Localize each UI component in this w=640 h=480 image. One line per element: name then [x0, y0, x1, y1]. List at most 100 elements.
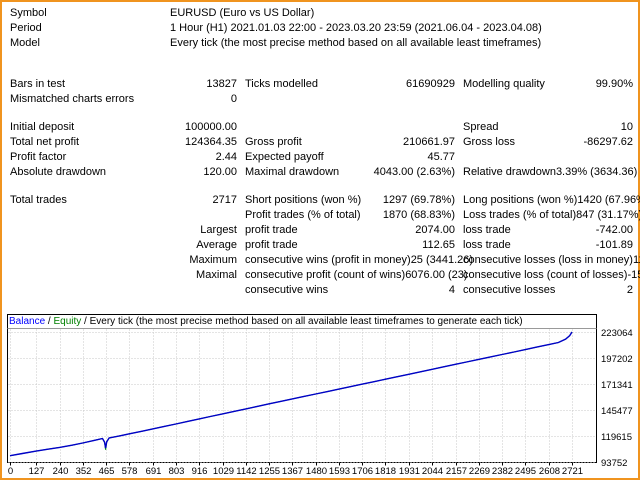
stat-value: 2717	[212, 194, 237, 206]
stat-label: consecutive losses	[463, 284, 556, 296]
stat-value: 1 Hour (H1) 2021.01.03 22:00 - 2023.03.2…	[170, 22, 542, 34]
x-axis-label: 2269	[469, 466, 490, 477]
x-axis-label: 465	[99, 466, 115, 477]
stat-label: consecutive wins (profit in money)	[245, 254, 411, 266]
table-row: Total net profit 124364.35 Gross profit 21…	[2, 135, 638, 150]
x-axis-label: 2044	[422, 466, 443, 477]
x-axis-label: 1706	[352, 466, 373, 477]
table-row: Maximum consecutive wins (profit in mone…	[2, 253, 640, 268]
stat-value: 210661.97	[403, 136, 455, 148]
stat-label: consecutive profit (count of wins)	[245, 269, 406, 281]
stat-label: loss trade	[463, 239, 511, 251]
legend-model-label: Every tick (the most precise method base…	[89, 316, 523, 327]
stat-value: 61690929	[406, 78, 455, 90]
stat-value: -101.89	[595, 239, 633, 251]
table-row: Largest profit trade 2074.00 loss trade -7…	[2, 223, 638, 238]
stat-value: 1297 (69.78%)	[382, 194, 455, 206]
table-row: Maximal consecutive profit (count of win…	[2, 268, 640, 283]
x-axis-label: 2608	[539, 466, 560, 477]
stat-label: Ticks modelled	[245, 78, 318, 90]
y-axis-label: 119615	[601, 432, 632, 443]
y-axis-label: 171341	[601, 380, 633, 391]
stat-label: consecutive losses (loss in money)	[463, 254, 633, 266]
stat-value: Every tick (the most precise method base…	[170, 37, 542, 49]
stat-value: 2.44	[215, 151, 237, 163]
chart-canvas: 93752 119615 145477 171341 197202 223064 0 127 2…	[7, 314, 633, 477]
stat-label: Profit trades (% of total)	[245, 209, 361, 221]
stat-label: Profit factor	[10, 151, 67, 163]
stat-label: Absolute drawdown	[10, 166, 107, 178]
stat-value: 4	[448, 284, 455, 296]
stat-label: Modelling quality	[463, 78, 545, 90]
info-section: Symbol EURUSD (Euro vs US Dollar) Period…	[2, 6, 638, 51]
x-axis-label: 1480	[306, 466, 327, 477]
y-axis-label: 197202	[601, 354, 633, 365]
x-axis-label: 1367	[282, 466, 303, 477]
table-row: Mismatched charts errors 0	[2, 92, 638, 107]
table-row: Profit factor 2.44 Expected payoff 45.77	[2, 150, 638, 165]
x-axis-label: 2382	[492, 466, 513, 477]
stat-value: Maximum	[189, 254, 237, 266]
stat-value: 1420 (67.96%)	[577, 194, 640, 206]
stat-value: 120.00	[203, 166, 237, 178]
stat-value: Maximal	[196, 269, 237, 281]
chart-plot-border	[7, 314, 597, 463]
table-row: Total trades 2717 Short positions (won %)…	[2, 193, 640, 208]
table-row: Symbol EURUSD (Euro vs US Dollar)	[2, 6, 638, 21]
stat-value: -1553.00 (8)	[627, 269, 640, 281]
stat-label: Relative drawdown	[463, 166, 556, 178]
stat-value: Average	[196, 239, 237, 251]
x-axis-label: 1029	[213, 466, 234, 477]
stat-value: -742.00	[595, 224, 633, 236]
stat-label: Loss trades (% of total)	[463, 209, 577, 221]
stat-label: Total net profit	[10, 136, 80, 148]
table-row: Average profit trade 112.65 loss trade -10…	[2, 238, 638, 253]
x-axis-label: 2157	[446, 466, 467, 477]
x-axis-label: 127	[29, 466, 45, 477]
stat-label: profit trade	[245, 224, 298, 236]
table-row: Bars in test 13827 Ticks modelled 61690929…	[2, 77, 638, 92]
legend-separator-text: /	[81, 316, 90, 327]
stat-value: 3.39% (3634.36)	[555, 166, 638, 178]
x-axis-label: 1255	[259, 466, 280, 477]
legend-balance-label: Balance	[9, 316, 46, 327]
stat-value: EURUSD (Euro vs US Dollar)	[170, 7, 315, 19]
stat-label: Gross loss	[463, 136, 515, 148]
table-row: Profit trades (% of total) 1870 (68.83%) …	[2, 208, 640, 223]
stat-label: Bars in test	[10, 78, 66, 90]
stat-label: Period	[10, 22, 42, 34]
stat-label: Maximal drawdown	[245, 166, 340, 178]
stat-label: loss trade	[463, 224, 511, 236]
x-axis-label: 578	[122, 466, 138, 477]
stat-value: -86297.62	[583, 136, 633, 148]
profit-section: Initial deposit 100000.00 Spread 10 Total …	[2, 120, 638, 180]
stat-value: 4043.00 (2.63%)	[373, 166, 455, 178]
stat-label: Total trades	[10, 194, 67, 206]
x-axis-label: 2721	[562, 466, 583, 477]
x-axis-label: 240	[53, 466, 69, 477]
x-axis-label: 1142	[236, 466, 256, 477]
balance-equity-chart: Balance / Equity / Every tick (the most …	[2, 314, 638, 477]
y-axis-label: 223064	[601, 328, 633, 339]
stat-value: 99.90%	[595, 78, 633, 90]
modelling-section: Bars in test 13827 Ticks modelled 61690929…	[2, 77, 638, 107]
table-row: Absolute drawdown 120.00 Maximal drawdown…	[2, 165, 638, 180]
y-axis-label: 93752	[601, 458, 627, 469]
stat-value: 10	[620, 121, 633, 133]
chart-legend: Balance / Equity / Every tick (the most …	[9, 315, 523, 328]
stat-value: 1870 (68.83%)	[382, 209, 455, 221]
stat-value: 124364.35	[185, 136, 237, 148]
stat-label: Gross profit	[245, 136, 302, 148]
x-axis-label: 916	[192, 466, 208, 477]
stat-label: Mismatched charts errors	[10, 93, 135, 105]
stat-label: Spread	[463, 121, 499, 133]
trades-section: Total trades 2717 Short positions (won %)…	[2, 193, 640, 298]
legend-equity-label: Equity	[53, 316, 82, 327]
stat-value: 847 (31.17%)	[576, 209, 640, 221]
stat-value: 2	[626, 284, 633, 296]
table-row: Initial deposit 100000.00 Spread 10	[2, 120, 638, 135]
stat-value: Largest	[200, 224, 237, 236]
stat-label: Expected payoff	[245, 151, 324, 163]
stat-value: 6076.00 (23)	[405, 269, 468, 281]
